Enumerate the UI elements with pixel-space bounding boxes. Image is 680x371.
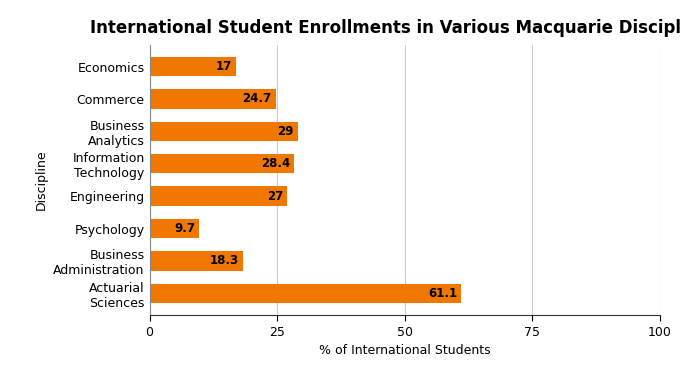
Y-axis label: Discipline: Discipline	[35, 150, 48, 210]
Bar	[150, 122, 298, 141]
Bar	[150, 57, 237, 76]
Text: 27: 27	[267, 190, 284, 203]
Text: 9.7: 9.7	[174, 222, 195, 235]
Bar	[150, 251, 243, 270]
Title: International Student Enrollments in Various Macquarie Disciplines: International Student Enrollments in Var…	[90, 19, 680, 37]
Bar	[150, 154, 294, 174]
Bar	[150, 89, 275, 109]
Text: 29: 29	[277, 125, 294, 138]
Text: 17: 17	[216, 60, 232, 73]
Text: 18.3: 18.3	[209, 255, 239, 267]
Bar	[150, 186, 287, 206]
Text: 61.1: 61.1	[428, 287, 457, 300]
Bar	[150, 283, 461, 303]
X-axis label: % of International Students: % of International Students	[319, 344, 490, 357]
Text: 24.7: 24.7	[242, 92, 271, 105]
Bar	[150, 219, 199, 238]
Text: 28.4: 28.4	[261, 157, 290, 170]
